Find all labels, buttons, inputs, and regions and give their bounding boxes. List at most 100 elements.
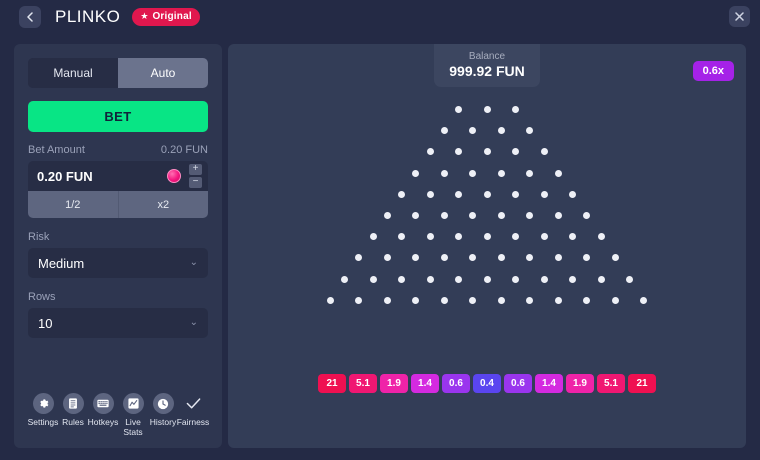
multiplier-bucket[interactable]: 0.6 <box>504 374 532 393</box>
peg <box>554 254 562 262</box>
peg <box>483 190 491 198</box>
multiplier-bucket[interactable]: 1.4 <box>411 374 439 393</box>
peg <box>455 233 462 241</box>
toolbar-item-settings[interactable]: Settings <box>28 393 58 428</box>
bet-amount-label: Bet Amount <box>28 144 85 156</box>
keyboard-icon <box>92 393 114 415</box>
peg-row <box>228 233 746 241</box>
peg <box>483 233 491 241</box>
check-icon <box>183 393 204 414</box>
multiplier-bucket[interactable]: 1.9 <box>566 374 594 393</box>
peg-row <box>228 275 746 283</box>
multiplier-bucket[interactable]: 1.4 <box>535 374 563 393</box>
toolbar-label-history: History <box>149 417 177 428</box>
mode-tabs: Manual Auto <box>28 58 208 88</box>
peg <box>426 148 434 156</box>
multiplier-bucket[interactable]: 5.1 <box>349 374 377 393</box>
tab-manual[interactable]: Manual <box>28 58 118 88</box>
peg <box>540 190 548 198</box>
rows-select[interactable]: 10 ⌄ <box>28 308 208 338</box>
peg <box>469 296 477 304</box>
toolbar-label-fairness: Fairness <box>176 417 210 428</box>
toolbar-item-hotkeys[interactable]: Hotkeys <box>88 393 118 428</box>
multiplier-bucket[interactable]: 1.9 <box>380 374 408 393</box>
peg <box>526 169 534 177</box>
toolbar-item-history[interactable]: History <box>148 393 178 428</box>
coin-icon <box>167 169 181 183</box>
peg <box>540 233 548 241</box>
chevron-down-icon: ⌄ <box>189 257 198 268</box>
peg <box>412 296 420 304</box>
peg <box>483 106 491 113</box>
clock-icon <box>152 393 174 415</box>
peg <box>497 211 505 219</box>
peg <box>412 169 420 177</box>
peg <box>483 275 491 283</box>
multiplier-bucket[interactable]: 0.4 <box>473 374 501 393</box>
balance-display: Balance 999.92 FUN <box>434 44 540 87</box>
peg <box>526 254 534 262</box>
controls-panel: Manual Auto BET Bet Amount 0.20 FUN 0.20… <box>14 44 222 448</box>
tab-auto[interactable]: Auto <box>118 58 208 88</box>
game-board: Balance 999.92 FUN 0.6x 21 5.1 1.9 1.4 0.6 0.… <box>228 44 746 448</box>
peg <box>440 169 448 177</box>
peg-row <box>228 148 746 156</box>
peg <box>554 169 562 177</box>
peg <box>455 106 462 113</box>
multiplier-bucket[interactable]: 0.6 <box>442 374 470 393</box>
star-icon: ★ <box>140 11 149 21</box>
peg-pyramid <box>228 106 746 318</box>
bet-amount-stepper: + − <box>189 164 202 188</box>
peg <box>355 296 363 304</box>
peg <box>398 233 405 241</box>
rows-label: Rows <box>28 291 56 303</box>
peg <box>540 148 548 156</box>
peg <box>469 127 477 135</box>
back-button[interactable] <box>19 5 41 28</box>
chevron-down-icon: ⌄ <box>189 317 198 328</box>
double-bet-button[interactable]: x2 <box>117 191 208 218</box>
multiplier-bucket[interactable]: 21 <box>318 374 346 393</box>
peg <box>440 127 448 135</box>
chart-icon <box>122 393 144 415</box>
peg-row <box>228 254 746 262</box>
toolbar-item-rules[interactable]: Rules <box>58 393 88 428</box>
peg-row <box>228 296 746 304</box>
original-badge: ★ Original <box>132 7 200 26</box>
peg <box>426 233 434 241</box>
peg <box>341 275 348 283</box>
stepper-decrease-button[interactable]: − <box>189 177 202 188</box>
peg <box>355 254 363 262</box>
peg <box>383 211 391 219</box>
rows-value: 10 <box>38 315 53 331</box>
bet-amount-input[interactable]: 0.20 FUN + − <box>28 161 208 191</box>
risk-label: Risk <box>28 231 50 243</box>
peg <box>469 211 477 219</box>
peg <box>398 190 405 198</box>
peg <box>497 254 505 262</box>
multiplier-bucket[interactable]: 5.1 <box>597 374 625 393</box>
peg <box>497 127 505 135</box>
bet-amount-display: 0.20 FUN <box>160 144 208 156</box>
peg <box>583 254 591 262</box>
peg <box>412 211 420 219</box>
peg <box>512 275 519 283</box>
peg <box>569 233 576 241</box>
toolbar-item-live-stats[interactable]: Live Stats <box>118 393 148 438</box>
close-button[interactable] <box>729 6 750 27</box>
risk-select[interactable]: Medium ⌄ <box>28 248 208 278</box>
peg <box>369 275 377 283</box>
toolbar-item-fairness[interactable]: Fairness <box>176 393 210 428</box>
peg <box>569 190 576 198</box>
peg <box>540 275 548 283</box>
peg <box>583 211 591 219</box>
peg <box>512 148 519 156</box>
multiplier-bucket[interactable]: 21 <box>628 374 656 393</box>
halve-bet-button[interactable]: 1/2 <box>28 191 118 218</box>
stepper-increase-button[interactable]: + <box>189 164 202 175</box>
peg <box>469 254 477 262</box>
peg <box>455 190 462 198</box>
bet-button[interactable]: BET <box>28 101 208 132</box>
peg <box>440 296 448 304</box>
peg <box>512 190 519 198</box>
